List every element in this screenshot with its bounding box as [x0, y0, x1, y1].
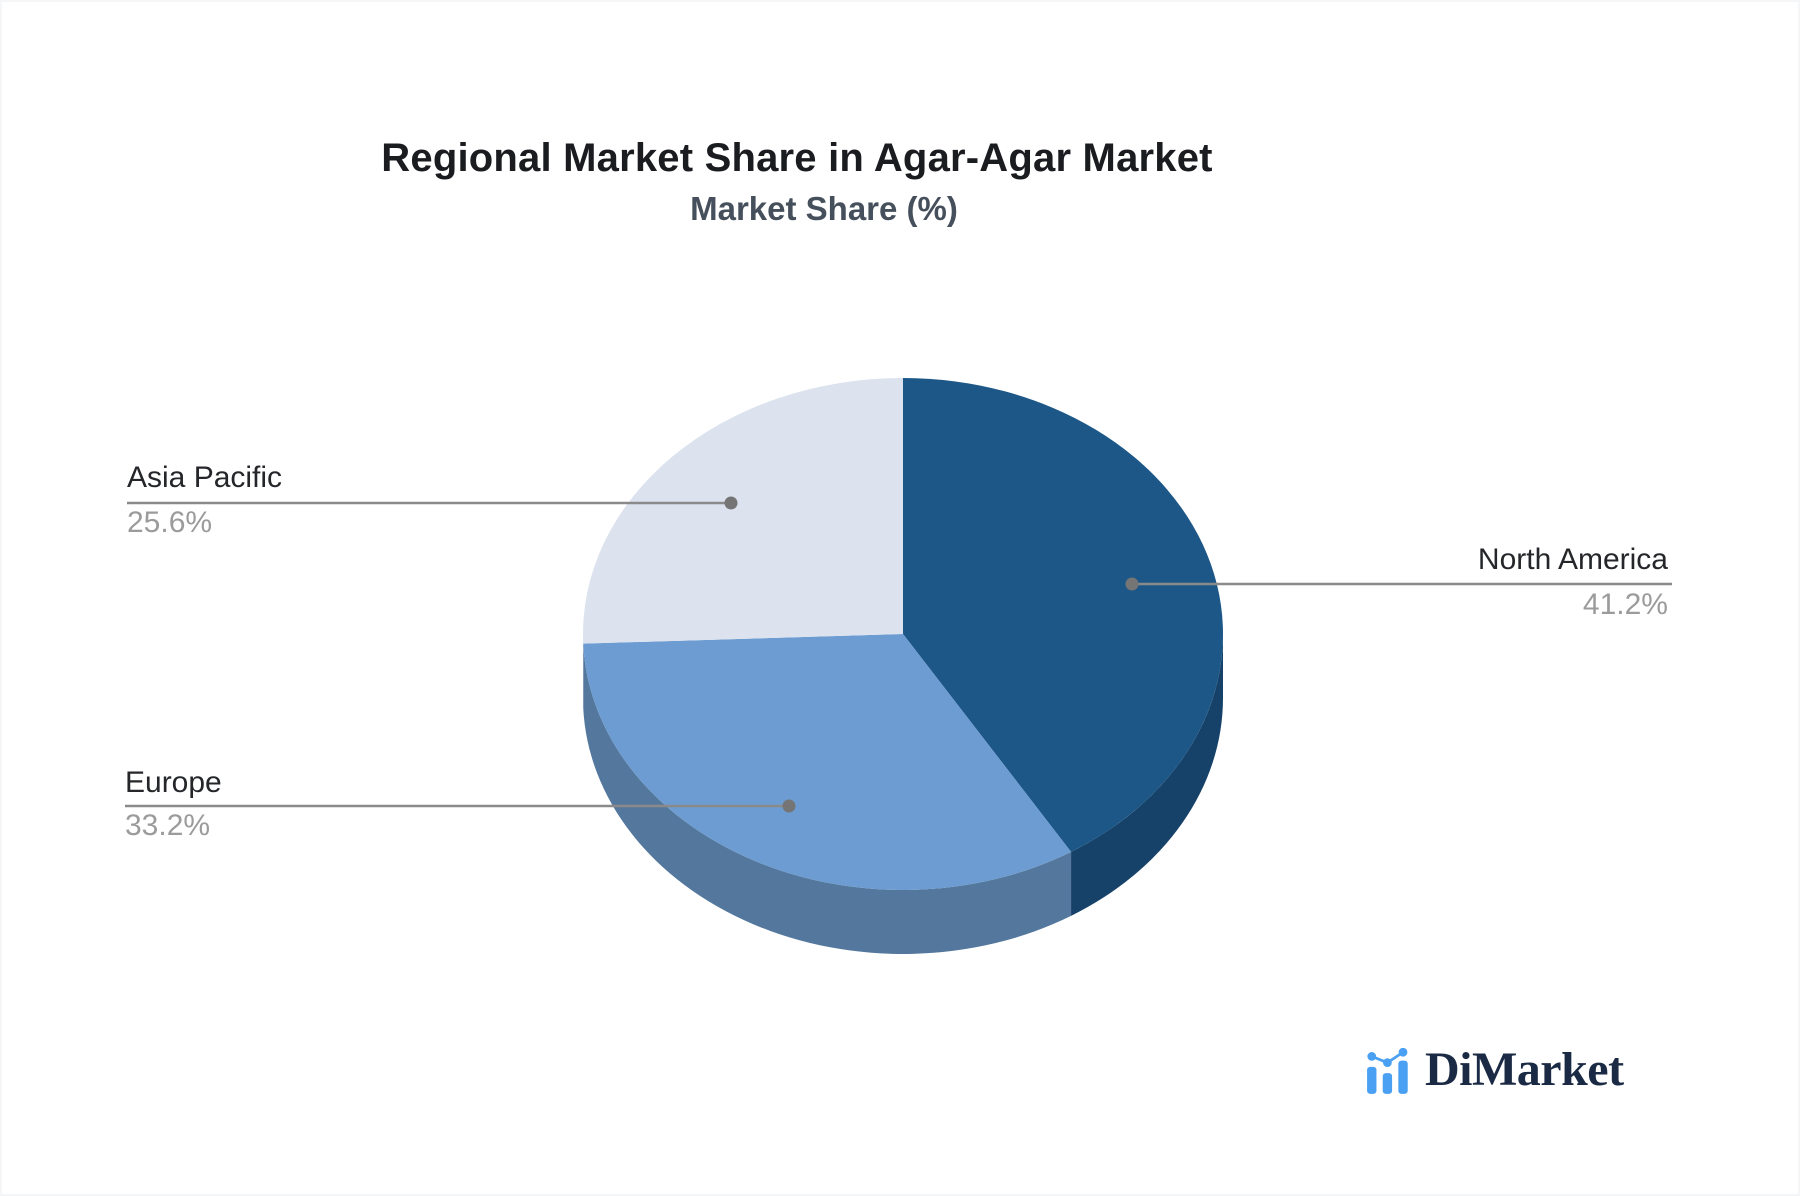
leader-dot	[724, 496, 738, 510]
slice-label: North America	[1477, 543, 1668, 576]
value-north-america: 41.2%	[1583, 587, 1668, 623]
slice-percent: 25.6%	[127, 506, 213, 539]
pie-slice-asia-pacific[interactable]	[583, 378, 903, 644]
mini-bar-line-chart-icon	[1367, 1048, 1408, 1094]
pie-slice-europe[interactable]	[583, 634, 1072, 891]
logo: DiMarket	[1365, 1042, 1624, 1094]
slice-percent: 41.2%	[1582, 588, 1668, 621]
label-north-america: North America	[1478, 542, 1668, 578]
value-asia-pacific: 25.6%	[127, 505, 212, 541]
logo-text: DiMarket	[1425, 1043, 1624, 1096]
slice-percent: 33.2%	[125, 809, 211, 842]
slice-label: Asia Pacific	[127, 461, 283, 494]
page-title: Regional Market Share in Agar-Agar Marke…	[381, 136, 1213, 180]
label-europe: Europe	[125, 765, 222, 801]
pie-slice-side-europe	[583, 643, 1072, 954]
label-asia-pacific: Asia Pacific	[127, 460, 282, 496]
pie-slice-north-america[interactable]	[903, 378, 1224, 852]
value-europe: 33.2%	[125, 808, 210, 844]
chart-subtitle: Market Share (%)	[690, 190, 958, 227]
slice-label: Europe	[125, 766, 222, 799]
leader-dot	[1125, 577, 1139, 591]
leader-dot	[782, 799, 796, 813]
pie-slice-side-north-america	[1071, 634, 1223, 916]
